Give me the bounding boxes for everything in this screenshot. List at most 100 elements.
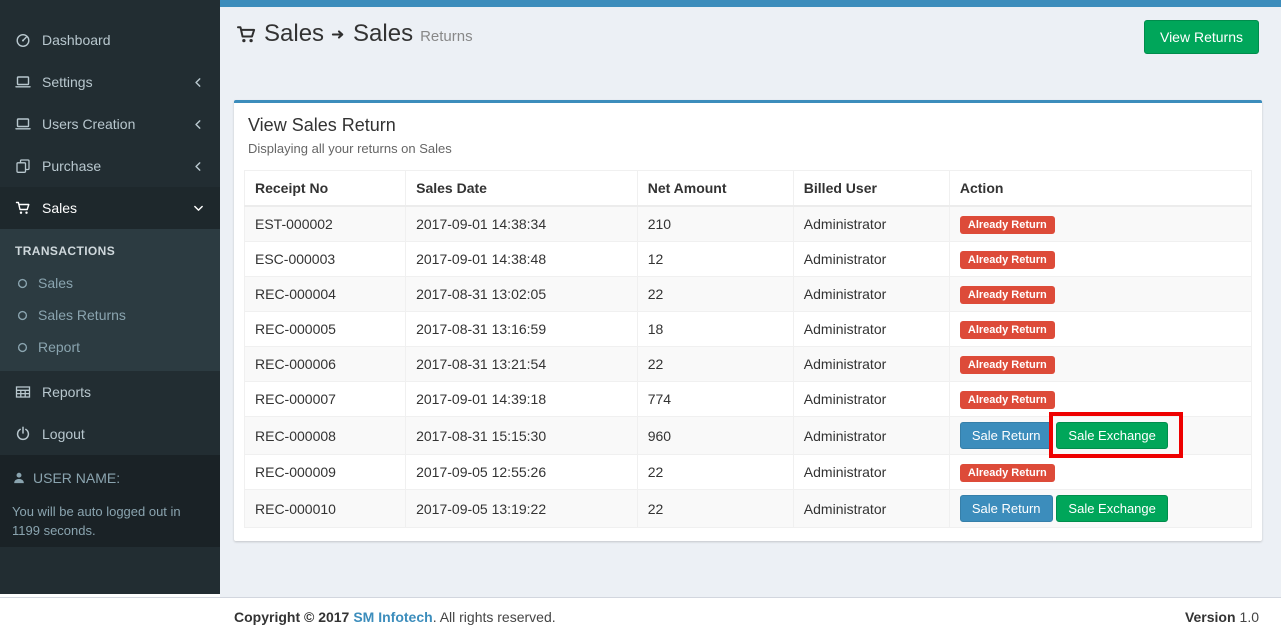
panel-header: View Sales Return Displaying all your re… bbox=[234, 103, 1262, 162]
sales-submenu: TRANSACTIONS Sales Sales Returns Report bbox=[0, 229, 220, 371]
amount-cell: 774 bbox=[636, 381, 794, 417]
user-cell: Administrator bbox=[792, 205, 950, 242]
chevron-left-icon bbox=[192, 160, 205, 173]
copyright-suffix: . All rights reserved. bbox=[432, 609, 556, 625]
action-cell: Already Return bbox=[948, 454, 1253, 490]
already-return-badge: Already Return bbox=[959, 463, 1055, 482]
amount-cell: 12 bbox=[636, 241, 794, 277]
cart-icon bbox=[15, 200, 33, 216]
receipt-cell: REC-000006 bbox=[243, 346, 407, 382]
table-row: REC-000009 2017-09-05 12:55:26 22 Admini… bbox=[243, 454, 1253, 490]
circle-outline-icon bbox=[16, 277, 29, 290]
amount-cell: 18 bbox=[636, 311, 794, 347]
sidebar-item-label: Sales bbox=[42, 200, 78, 216]
returns-table: Receipt No Sales Date Net Amount Billed … bbox=[243, 170, 1253, 528]
user-icon bbox=[12, 471, 26, 485]
sidebar-item-label: Reports bbox=[42, 384, 92, 400]
action-cell: Sale Return Sale Exchange bbox=[948, 412, 1253, 458]
action-cell: Already Return bbox=[948, 381, 1253, 417]
submenu-item-label: Sales Returns bbox=[38, 307, 126, 323]
receipt-cell: REC-000009 bbox=[243, 454, 407, 490]
power-icon bbox=[15, 426, 33, 442]
user-cell: Administrator bbox=[792, 241, 950, 277]
action-cell: Already Return bbox=[948, 241, 1253, 277]
sale-exchange-button[interactable]: Sale Exchange bbox=[1056, 422, 1168, 449]
receipt-cell: REC-000010 bbox=[243, 489, 407, 528]
main-content: Sales Sales Returns View Returns View Sa… bbox=[220, 0, 1281, 597]
panel-title: View Sales Return bbox=[248, 115, 396, 135]
sidebar-item-reports[interactable]: Reports bbox=[0, 371, 220, 413]
company-link[interactable]: SM Infotech bbox=[353, 609, 433, 625]
receipt-cell: ESC-000003 bbox=[243, 241, 407, 277]
amount-cell: 22 bbox=[636, 346, 794, 382]
amount-cell: 210 bbox=[636, 205, 794, 242]
sidebar-item-settings[interactable]: Settings bbox=[0, 61, 220, 103]
action-cell: Already Return bbox=[948, 205, 1253, 242]
breadcrumb-secondary: Sales bbox=[353, 20, 414, 47]
submenu-item-label: Report bbox=[38, 339, 81, 355]
table-row: EST-000002 2017-09-01 14:38:34 210 Admin… bbox=[243, 205, 1253, 242]
table-row: ESC-000003 2017-09-01 14:38:48 12 Admini… bbox=[243, 241, 1253, 277]
submenu-item-label: Sales bbox=[38, 275, 74, 291]
table-icon bbox=[15, 384, 33, 400]
breadcrumb: Sales Sales Returns bbox=[236, 20, 473, 48]
auto-logout-notice: You will be auto logged out in 1199 seco… bbox=[12, 504, 181, 538]
user-panel: USER NAME: You will be auto logged out i… bbox=[0, 455, 220, 547]
laptop-icon bbox=[15, 74, 33, 90]
copy-icon bbox=[15, 158, 33, 174]
date-cell: 2017-09-01 14:38:34 bbox=[405, 205, 638, 242]
sidebar-menu: Dashboard Settings Users Creation Pur bbox=[0, 0, 220, 455]
table-row: REC-000006 2017-08-31 13:21:54 22 Admini… bbox=[243, 346, 1253, 382]
copyright-prefix: Copyright © 2017 bbox=[234, 609, 350, 625]
col-net-amount: Net Amount bbox=[636, 170, 794, 207]
sidebar-item-label: Dashboard bbox=[42, 32, 111, 48]
user-cell: Administrator bbox=[792, 454, 950, 490]
col-sales-date: Sales Date bbox=[405, 170, 638, 207]
submenu-item-report[interactable]: Report bbox=[0, 331, 220, 363]
page-footer: Copyright © 2017 SM Infotech. All rights … bbox=[0, 597, 1281, 639]
sidebar: Dashboard Settings Users Creation Pur bbox=[0, 0, 220, 594]
sale-return-button[interactable]: Sale Return bbox=[959, 422, 1053, 449]
sales-return-panel: View Sales Return Displaying all your re… bbox=[234, 100, 1262, 541]
sidebar-item-label: Logout bbox=[42, 426, 85, 442]
table-row: REC-000008 2017-08-31 15:15:30 960 Admin… bbox=[243, 412, 1253, 458]
sidebar-item-purchase[interactable]: Purchase bbox=[0, 145, 220, 187]
user-cell: Administrator bbox=[792, 276, 950, 312]
sidebar-item-users-creation[interactable]: Users Creation bbox=[0, 103, 220, 145]
amount-cell: 22 bbox=[636, 489, 794, 528]
col-receipt-no: Receipt No bbox=[243, 170, 407, 207]
submenu-item-sales-returns[interactable]: Sales Returns bbox=[0, 299, 220, 331]
user-name-label: USER NAME: bbox=[33, 470, 121, 486]
user-cell: Administrator bbox=[792, 346, 950, 382]
version-text: Version 1.0 bbox=[1185, 609, 1259, 639]
user-cell: Administrator bbox=[792, 489, 950, 528]
user-cell: Administrator bbox=[792, 381, 950, 417]
sidebar-item-label: Purchase bbox=[42, 158, 102, 174]
sidebar-item-sales[interactable]: Sales bbox=[0, 187, 220, 229]
date-cell: 2017-08-31 13:16:59 bbox=[405, 311, 638, 347]
user-cell: Administrator bbox=[792, 416, 950, 455]
already-return-badge: Already Return bbox=[959, 320, 1055, 339]
submenu-item-sales[interactable]: Sales bbox=[0, 267, 220, 299]
date-cell: 2017-09-05 12:55:26 bbox=[405, 454, 638, 490]
sidebar-item-label: Settings bbox=[42, 74, 93, 90]
action-cell: Sale Return Sale Exchange bbox=[948, 489, 1253, 528]
already-return-badge: Already Return bbox=[959, 215, 1055, 234]
circle-outline-icon bbox=[16, 341, 29, 354]
returns-table-wrap: Receipt No Sales Date Net Amount Billed … bbox=[234, 162, 1262, 541]
sidebar-item-logout[interactable]: Logout bbox=[0, 413, 220, 455]
sale-return-button[interactable]: Sale Return bbox=[959, 495, 1053, 522]
action-cell: Already Return bbox=[948, 311, 1253, 347]
receipt-cell: REC-000004 bbox=[243, 276, 407, 312]
already-return-badge: Already Return bbox=[959, 355, 1055, 374]
already-return-badge: Already Return bbox=[959, 390, 1055, 409]
view-returns-button[interactable]: View Returns bbox=[1143, 20, 1259, 54]
sale-exchange-button[interactable]: Sale Exchange bbox=[1056, 495, 1168, 522]
chevron-down-icon bbox=[192, 202, 205, 215]
receipt-cell: REC-000008 bbox=[243, 416, 407, 455]
receipt-cell: REC-000005 bbox=[243, 311, 407, 347]
col-action: Action bbox=[948, 170, 1253, 207]
receipt-cell: REC-000007 bbox=[243, 381, 407, 417]
date-cell: 2017-08-31 13:02:05 bbox=[405, 276, 638, 312]
sidebar-item-dashboard[interactable]: Dashboard bbox=[0, 19, 220, 61]
